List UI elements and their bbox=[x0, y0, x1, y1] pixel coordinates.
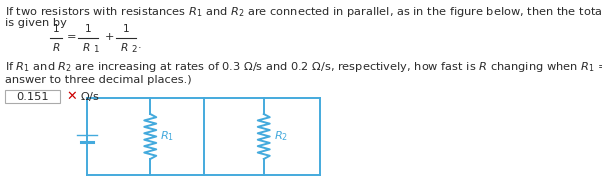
Text: $R$: $R$ bbox=[52, 41, 60, 53]
Text: ✕: ✕ bbox=[66, 90, 76, 103]
Text: is given by: is given by bbox=[5, 18, 67, 28]
Text: answer to three decimal places.): answer to three decimal places.) bbox=[5, 75, 191, 85]
Text: 0.151: 0.151 bbox=[16, 92, 49, 102]
Text: If $R_1$ and $R_2$ are increasing at rates of 0.3 $\Omega$/s and 0.2 $\Omega$/s,: If $R_1$ and $R_2$ are increasing at rat… bbox=[5, 60, 602, 74]
Text: $R_1$: $R_1$ bbox=[160, 130, 175, 143]
Text: $R_2$: $R_2$ bbox=[274, 130, 288, 143]
Text: $R$: $R$ bbox=[120, 41, 128, 53]
Text: $\Omega$/s: $\Omega$/s bbox=[80, 90, 100, 103]
Text: 2: 2 bbox=[131, 45, 137, 54]
Text: If two resistors with resistances $R_1$ and $R_2$ are connected in parallel, as : If two resistors with resistances $R_1$ … bbox=[5, 5, 602, 19]
Text: 1: 1 bbox=[85, 24, 92, 34]
Text: 1: 1 bbox=[93, 45, 99, 54]
FancyBboxPatch shape bbox=[5, 90, 60, 103]
Text: +: + bbox=[105, 32, 115, 42]
Text: 1: 1 bbox=[52, 24, 60, 34]
Text: .: . bbox=[138, 40, 141, 50]
Text: $R$: $R$ bbox=[82, 41, 90, 53]
Text: =: = bbox=[67, 32, 76, 42]
Text: 1: 1 bbox=[123, 24, 129, 34]
